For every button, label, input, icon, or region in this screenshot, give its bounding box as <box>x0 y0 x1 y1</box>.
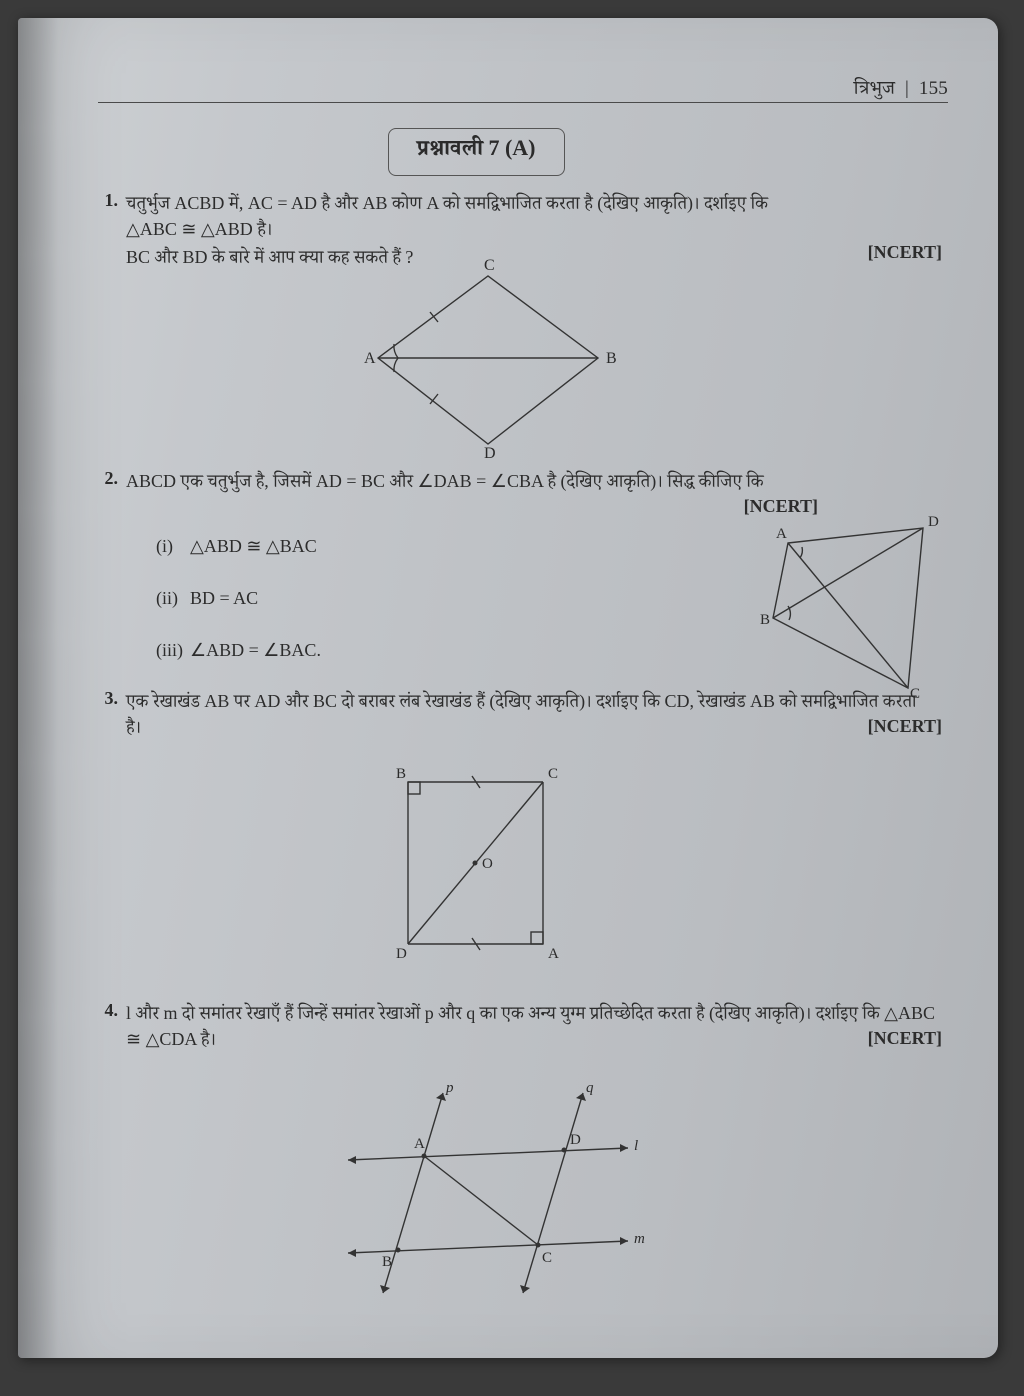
q3-label-B: B <box>396 766 406 782</box>
q1-diagram: A B C D <box>338 258 638 463</box>
q4-label-q: q <box>586 1080 594 1096</box>
q3-label-O: O <box>482 856 493 872</box>
q1-label-B: B <box>606 350 617 367</box>
q2-text: ABCD एक चतुर्भुज है, जिसमें AD = BC और ∠… <box>126 468 936 494</box>
header-sep: | <box>900 78 914 99</box>
q4-number: 4. <box>96 1000 118 1021</box>
q3-text: एक रेखाखंड AB पर AD और BC दो बराबर लंब र… <box>126 688 936 740</box>
q3-label-C: C <box>548 766 558 782</box>
q2-diagram: A D B C <box>758 508 948 703</box>
q3-label-D: D <box>396 946 407 962</box>
q4-label-B: B <box>382 1254 392 1270</box>
chapter-name: त्रिभुज <box>854 78 895 99</box>
q4-diagram: A D B C p q l m <box>328 1078 648 1313</box>
exercise-title: प्रश्नावली 7 (A) <box>388 128 565 176</box>
q4-text: l और m दो समांतर रेखाएँ हैं जिन्हें समां… <box>126 1000 936 1052</box>
q4-label-m: m <box>634 1231 645 1247</box>
q4-ncert: [NCERT] <box>868 1028 942 1049</box>
q3-diagram: B C D A O <box>368 754 598 979</box>
q2-s2: BD = AC <box>190 588 258 609</box>
q4-label-A: A <box>414 1136 425 1152</box>
q4-label-l: l <box>634 1138 638 1154</box>
q3-label-A: A <box>548 946 559 962</box>
page-number: 155 <box>919 78 948 99</box>
q1-number: 1. <box>96 190 118 211</box>
q1-ncert: [NCERT] <box>868 242 942 263</box>
q1-line1: चतुर्भुज ACBD में, AC = AD है और AB कोण … <box>126 190 926 216</box>
q2-s3-num: (iii) <box>156 640 183 661</box>
q4-label-p: p <box>445 1080 454 1096</box>
q2-s1-num: (i) <box>156 536 173 557</box>
q2-s2-num: (ii) <box>156 588 178 609</box>
q2-label-A: A <box>776 526 787 542</box>
page: त्रिभुज | 155 प्रश्नावली 7 (A) 1. चतुर्भ… <box>18 18 998 1358</box>
header-rule <box>98 102 948 103</box>
q3-number: 3. <box>96 688 118 709</box>
q2-s3: ∠ABD = ∠BAC. <box>190 640 321 661</box>
q3-ncert: [NCERT] <box>868 716 942 737</box>
q2-label-D: D <box>928 514 939 530</box>
binding-shadow <box>18 18 58 1358</box>
q1-label-C: C <box>484 258 495 274</box>
q1-line2: △ABC ≅ △ABD है। <box>126 216 926 242</box>
q4-label-D: D <box>570 1132 581 1148</box>
q1-label-D: D <box>484 445 496 458</box>
q4-label-C: C <box>542 1250 552 1266</box>
q2-number: 2. <box>96 468 118 489</box>
q2-label-B: B <box>760 612 770 628</box>
q2-s1: △ABD ≅ △BAC <box>190 536 317 557</box>
q1-label-A: A <box>364 350 376 367</box>
